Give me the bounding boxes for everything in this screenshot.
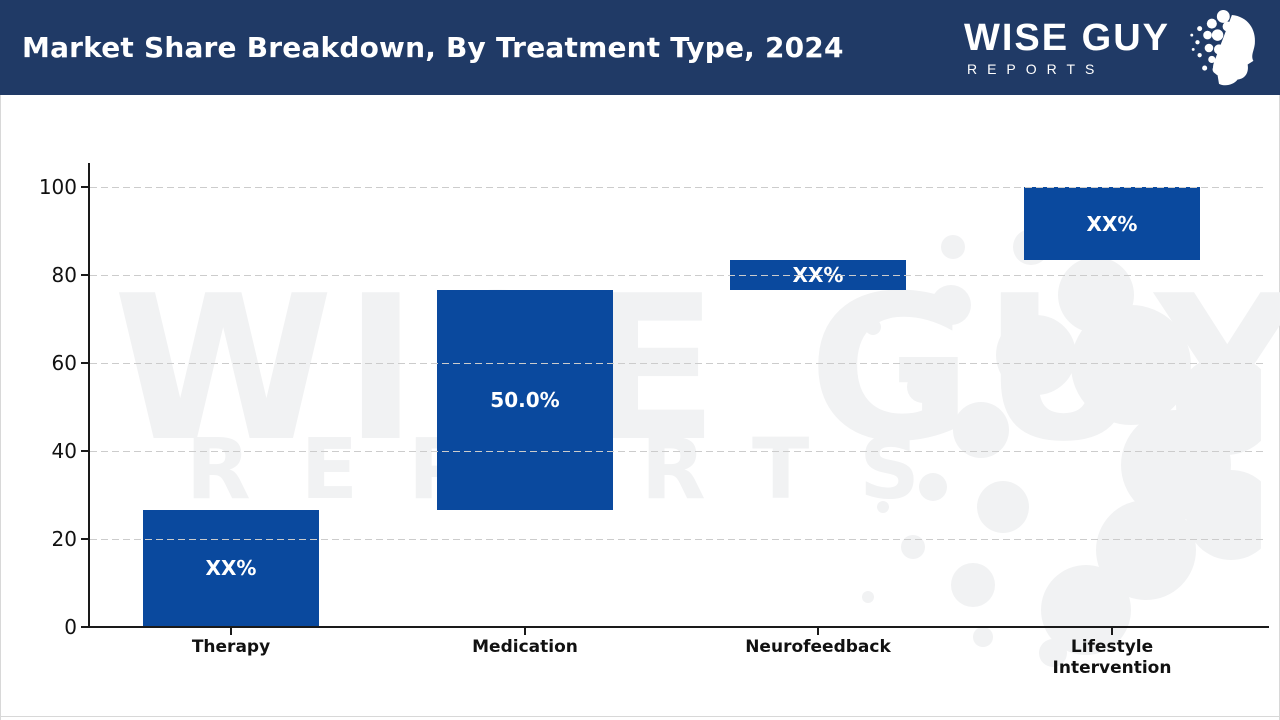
y-tick-label-60: 60: [51, 351, 77, 375]
gridline-100: [90, 187, 1263, 188]
x-tick-label-0: Therapy: [191, 637, 271, 657]
bottom-rule: [1, 716, 1280, 717]
x-tick-1: [524, 628, 526, 635]
bar-medication: 50.0%: [437, 289, 613, 510]
bar-therapy: XX%: [143, 509, 319, 627]
y-tick-20: [81, 538, 88, 540]
y-tick-100: [81, 186, 88, 188]
bar-lifestyle-intervention: XX%: [1024, 187, 1200, 261]
gridline-40: [90, 451, 1263, 452]
gridline-20: [90, 539, 1263, 540]
logo-wordmark-line1: WISE GUY: [963, 16, 1170, 59]
y-tick-80: [81, 274, 88, 276]
watermark-head-dots-icon: [848, 229, 1261, 667]
header-banner: Market Share Breakdown, By Treatment Typ…: [0, 0, 1280, 95]
x-tick-label-1: Medication: [472, 637, 578, 657]
x-tick-3: [1111, 628, 1113, 635]
y-axis: [88, 163, 90, 628]
chart-area: WISE GUY REPORTS 020406080100XX%Therapy5…: [0, 95, 1280, 720]
y-tick-60: [81, 362, 88, 364]
x-tick-2: [817, 628, 819, 635]
bar-value-label: XX%: [792, 262, 844, 287]
x-axis: [88, 626, 1269, 628]
y-tick-label-80: 80: [51, 263, 77, 287]
logo-wordmark: WISE GUY REPORTS: [964, 19, 1170, 77]
y-tick-0: [81, 626, 88, 628]
chart-title: Market Share Breakdown, By Treatment Typ…: [22, 31, 844, 64]
bar-value-label: 50.0%: [490, 387, 560, 412]
logo-wordmark-line2: REPORTS: [966, 60, 1105, 77]
plot: 0 20 40 60 80 100 XX% Therapy 50.0% Medication XX%…: [1, 95, 1280, 720]
bar-neurofeedback: XX%: [730, 260, 906, 290]
y-tick-label-100: 100: [38, 175, 77, 199]
wise-guy-logo: WISE GUY REPORTS: [964, 5, 1262, 91]
y-tick-label-20: 20: [51, 527, 77, 551]
y-tick-label-0: 0: [64, 615, 77, 639]
x-tick-label-3: Lifestyle Intervention: [1052, 637, 1172, 679]
gridline-60: [90, 363, 1263, 364]
x-tick-label-2: Neurofeedback: [745, 637, 891, 657]
y-tick-40: [81, 450, 88, 452]
bar-value-label: XX%: [205, 556, 257, 581]
bar-value-label: XX%: [1086, 211, 1138, 236]
x-tick-0: [230, 628, 232, 635]
logo-head-icon: [1190, 9, 1255, 85]
y-tick-label-40: 40: [51, 439, 77, 463]
gridline-80: [90, 275, 1263, 276]
